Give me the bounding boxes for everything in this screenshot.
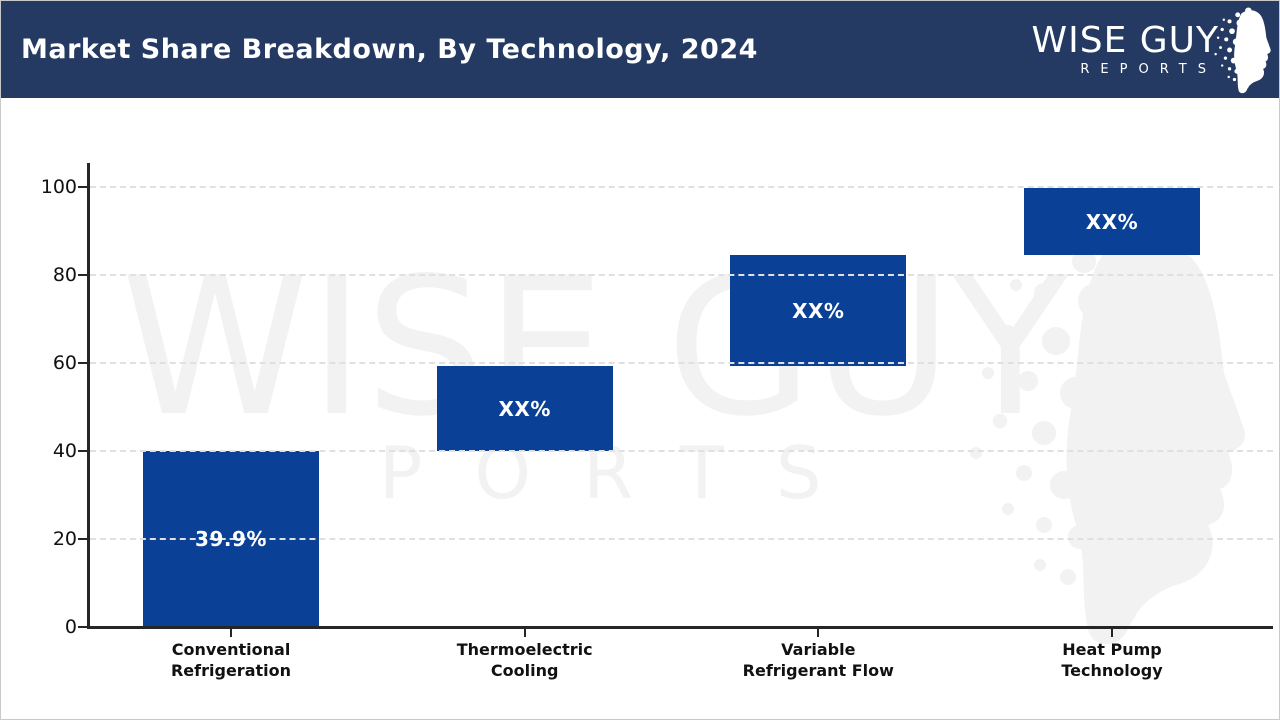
- x-axis-category-label: Thermoelectric Cooling: [410, 639, 640, 681]
- bar-value-label: 39.9%: [195, 527, 267, 552]
- bar-value-label: XX%: [792, 298, 845, 323]
- y-tick-label: 0: [64, 616, 77, 638]
- bar-value-label: XX%: [498, 396, 551, 421]
- gridline: [90, 274, 1273, 276]
- x-tick-mark: [1111, 629, 1113, 637]
- x-axis-label-line: Thermoelectric: [456, 640, 593, 659]
- x-axis-label-line: Conventional: [171, 640, 291, 659]
- header-bar: Market Share Breakdown, By Technology, 2…: [1, 1, 1279, 98]
- x-axis-category-label: Heat Pump Technology: [997, 639, 1227, 681]
- y-tick-label: 20: [52, 528, 77, 550]
- x-tick-mark: [817, 629, 820, 637]
- y-tick-label: 80: [52, 264, 77, 286]
- logo-text: WISE GUY REPORTS: [1031, 20, 1220, 78]
- y-tick-label: 40: [52, 440, 77, 462]
- x-axis-label-line: Heat Pump: [1062, 640, 1162, 659]
- y-tick-mark: [78, 362, 87, 364]
- x-axis-label-line: Technology: [1061, 661, 1163, 680]
- x-axis-line: [87, 626, 1273, 629]
- bar: XX%: [1024, 188, 1200, 256]
- logo-subtext: REPORTS: [1080, 62, 1217, 77]
- gridline: [90, 538, 1273, 540]
- y-tick-mark: [78, 274, 87, 276]
- gridline: [90, 450, 1273, 452]
- bar: XX%: [730, 255, 907, 367]
- x-axis-label-line: Refrigerant Flow: [742, 661, 894, 680]
- x-axis-label-line: Cooling: [490, 661, 559, 680]
- y-tick-mark: [78, 626, 87, 628]
- logo-wordmark: WISE GUY: [1031, 20, 1219, 61]
- x-tick-mark: [230, 629, 232, 637]
- y-tick-mark: [78, 450, 87, 452]
- brand-logo: WISE GUY REPORTS: [1032, 1, 1274, 98]
- watermark-head-icon: [970, 225, 1246, 644]
- y-tick-mark: [78, 538, 87, 540]
- y-tick-label: 100: [40, 176, 77, 198]
- x-axis-category-label: Conventional Refrigeration: [116, 639, 346, 681]
- chart-title: Market Share Breakdown, By Technology, 2…: [21, 34, 758, 65]
- y-tick-mark: [78, 186, 87, 188]
- x-axis-label-line: Variable: [781, 640, 856, 659]
- gridline: [90, 186, 1273, 188]
- gridline: [90, 362, 1273, 364]
- x-axis-category-label: Variable Refrigerant Flow: [703, 639, 933, 681]
- y-axis-line: [87, 163, 90, 629]
- y-tick-label: 60: [52, 352, 77, 374]
- x-tick-mark: [523, 629, 526, 637]
- x-axis-label-line: Refrigeration: [170, 661, 291, 680]
- bar: XX%: [436, 366, 613, 452]
- bar-value-label: XX%: [1085, 209, 1139, 234]
